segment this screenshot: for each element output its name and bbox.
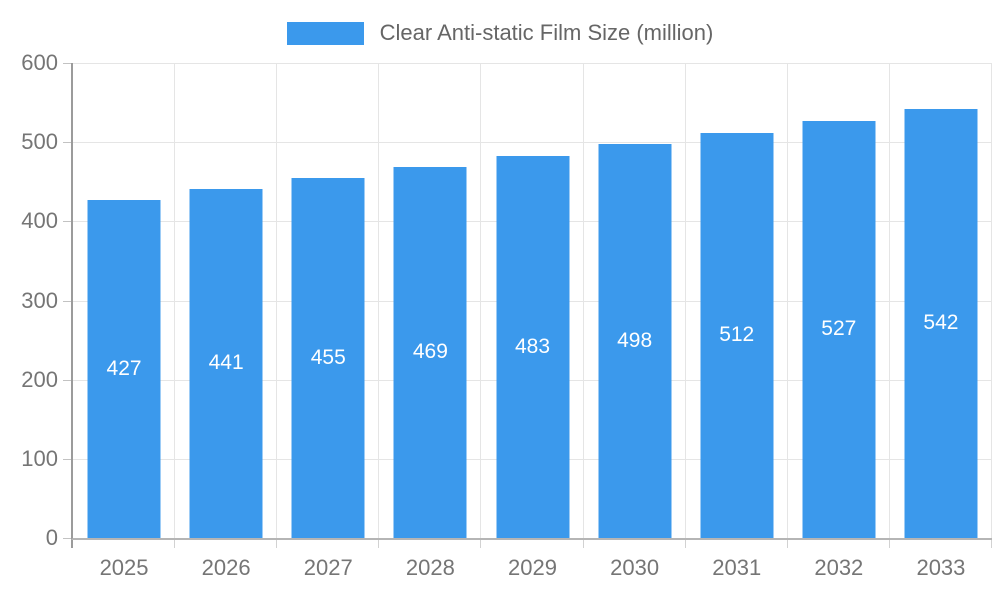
bar-value-label: 455 — [310, 345, 346, 369]
y-axis-tick — [63, 142, 71, 144]
x-axis-tick — [684, 540, 686, 548]
bar-value-label: 498 — [617, 328, 653, 352]
bar[interactable]: 527 — [802, 120, 876, 538]
bar[interactable]: 512 — [700, 132, 774, 538]
bar-value-label: 469 — [412, 340, 448, 364]
x-axis-tick — [888, 540, 890, 548]
x-axis-label: 2027 — [303, 555, 353, 580]
gridline-vertical — [378, 63, 380, 538]
x-axis-tick — [174, 540, 176, 548]
gridline-vertical — [276, 63, 278, 538]
y-axis-label: 0 — [45, 525, 58, 550]
x-axis-label: 2028 — [405, 555, 455, 580]
bar[interactable]: 483 — [496, 155, 569, 538]
gridline-horizontal — [73, 63, 992, 64]
legend-label: Clear Anti-static Film Size (million) — [379, 20, 714, 45]
gridline-horizontal — [73, 142, 992, 144]
y-axis-label: 400 — [21, 208, 58, 234]
bar[interactable]: 441 — [189, 188, 263, 538]
x-axis-label: 2031 — [712, 555, 762, 580]
y-axis-label: 300 — [21, 287, 58, 313]
y-axis-label: 600 — [21, 50, 58, 75]
x-axis-tick — [991, 540, 992, 548]
y-axis-tick — [63, 300, 71, 302]
bar-value-label: 427 — [106, 356, 142, 380]
x-axis-label: 2033 — [916, 555, 966, 580]
x-axis-label: 2030 — [610, 555, 660, 580]
x-axis-label: 2025 — [99, 555, 149, 580]
y-axis-tick — [63, 221, 71, 223]
bar-value-label: 527 — [821, 317, 857, 341]
legend-swatch-icon — [286, 21, 364, 45]
bar[interactable]: 469 — [393, 166, 467, 538]
y-axis-tick — [63, 458, 71, 460]
gridline-vertical — [174, 63, 176, 538]
y-axis-label: 100 — [21, 445, 58, 471]
bar[interactable]: 455 — [291, 177, 365, 538]
plot-area: 0 100 200 300 400 500 600 2025 2026 2027 2028 2029 2… — [21, 50, 992, 580]
y-axis-tick — [63, 538, 71, 539]
x-axis-tick — [71, 540, 73, 548]
bar-value-label: 512 — [719, 323, 755, 347]
bar-value-label: 542 — [923, 311, 959, 335]
x-axis-label: 2029 — [508, 555, 557, 580]
y-axis-label: 500 — [21, 129, 58, 155]
bar[interactable]: 498 — [598, 143, 672, 538]
bar[interactable]: 427 — [87, 199, 161, 538]
bar-value-label: 483 — [514, 334, 551, 358]
gridline-vertical — [582, 63, 584, 538]
y-axis-tick — [63, 379, 71, 381]
x-axis-label: 2026 — [201, 555, 251, 580]
x-axis-tick — [480, 540, 482, 548]
bar-value-label: 441 — [208, 351, 244, 375]
bar[interactable]: 542 — [904, 108, 978, 538]
legend[interactable]: Clear Anti-static Film Size (million) — [0, 20, 1000, 46]
x-axis-tick — [786, 540, 788, 548]
x-axis-tick — [378, 540, 380, 548]
gridline-vertical — [888, 63, 890, 538]
y-axis-tick — [63, 63, 71, 64]
x-axis-tick — [276, 540, 278, 548]
x-axis-label: 2032 — [814, 555, 864, 580]
gridline-vertical — [480, 63, 482, 538]
y-axis-label: 200 — [21, 366, 58, 392]
x-axis-tick — [582, 540, 584, 548]
gridline-vertical — [786, 63, 788, 538]
gridline-vertical — [991, 63, 992, 538]
gridline-vertical — [684, 63, 686, 538]
